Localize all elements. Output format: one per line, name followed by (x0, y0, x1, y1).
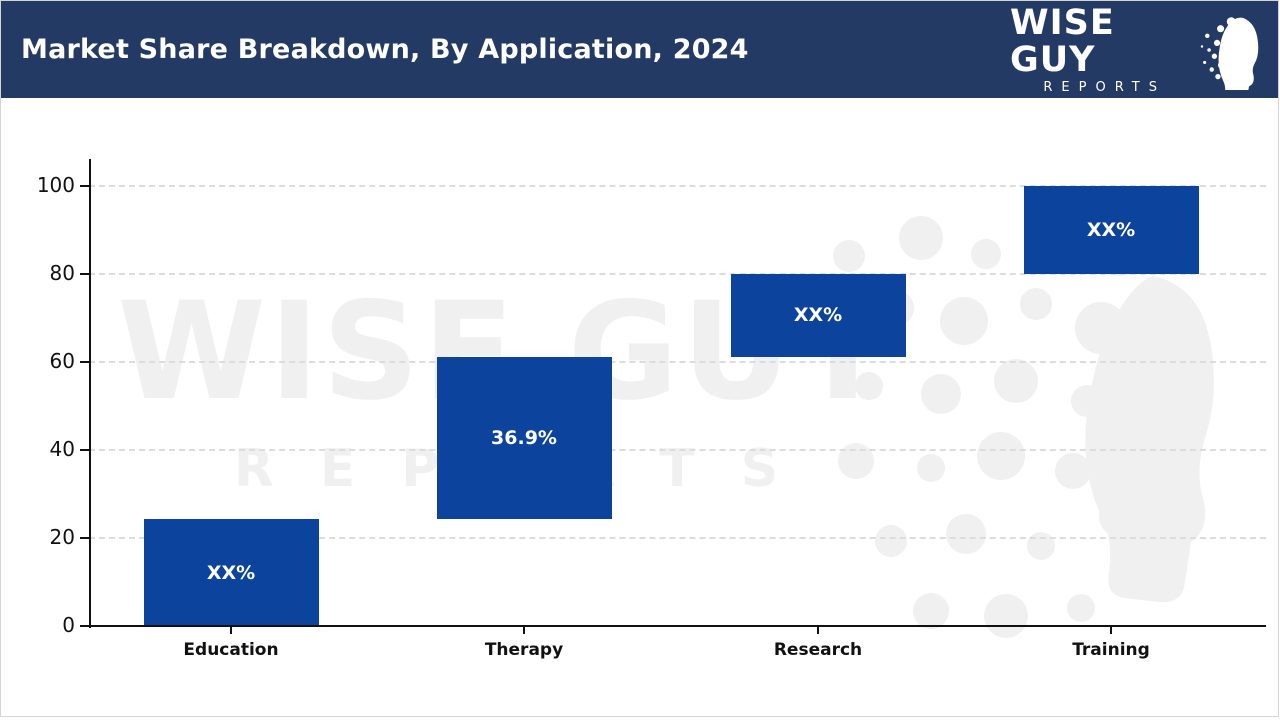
y-tick-label: 20 (49, 525, 75, 549)
y-tick (80, 185, 89, 187)
gridline (89, 449, 1266, 451)
x-category-label: Training (1072, 640, 1150, 660)
bar-training: XX% (1023, 186, 1199, 274)
y-tick-label: 100 (36, 173, 75, 197)
page-title: Market Share Breakdown, By Application, … (21, 34, 749, 65)
y-tick-label: 0 (62, 613, 75, 637)
y-tick (80, 273, 89, 275)
y-tick (80, 537, 89, 539)
y-tick (80, 625, 89, 627)
x-category-label: Therapy (484, 640, 564, 660)
x-tick (817, 626, 819, 634)
brand-wordmark: WISE GUY (1010, 2, 1115, 80)
x-tick (230, 626, 232, 634)
brand-logo-text: WISE GUY REPORTS (1010, 2, 1190, 96)
x-tick (1110, 626, 1112, 634)
bar-value-label: 36.9% (491, 426, 557, 449)
gridline (89, 361, 1266, 363)
brand-face-icon (1201, 17, 1259, 90)
y-tick-label: 80 (49, 261, 75, 285)
y-tick-label: 60 (49, 349, 75, 373)
y-axis-line (89, 159, 91, 628)
x-category-label: Research (773, 640, 863, 660)
y-tick (80, 449, 89, 451)
header-band: Market Share Breakdown, By Application, … (1, 1, 1278, 98)
x-tick (523, 626, 525, 634)
bar-value-label: XX% (206, 561, 256, 584)
bar-value-label: XX% (1086, 219, 1136, 241)
bar-therapy: 36.9% (436, 356, 612, 520)
y-tick-label: 40 (49, 437, 75, 461)
brand-subtext: REPORTS (1043, 80, 1166, 96)
x-category-label: Education (183, 640, 279, 660)
bar-research: XX% (730, 274, 906, 357)
gridline (89, 537, 1266, 539)
bar-value-label: XX% (793, 304, 843, 327)
y-tick (80, 361, 89, 363)
gridline (89, 185, 1266, 187)
x-axis-line (87, 625, 1266, 627)
brand-logo: WISE GUY REPORTS (1010, 4, 1260, 95)
bar-education: XX% (143, 519, 319, 626)
gridline (89, 273, 1266, 275)
